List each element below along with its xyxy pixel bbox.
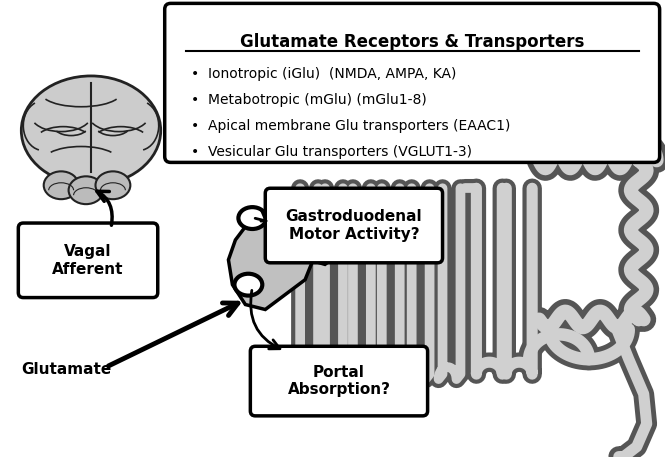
Ellipse shape <box>69 176 103 204</box>
FancyBboxPatch shape <box>265 188 442 263</box>
Ellipse shape <box>238 207 266 229</box>
Ellipse shape <box>95 171 131 199</box>
Text: Portal
Absorption?: Portal Absorption? <box>288 365 390 397</box>
Ellipse shape <box>44 171 79 199</box>
Text: Glutamate: Glutamate <box>21 362 112 376</box>
Text: •  Ionotropic (iGlu)  (NMDA, AMPA, KA): • Ionotropic (iGlu) (NMDA, AMPA, KA) <box>190 67 456 81</box>
Text: Glutamate Receptors & Transporters: Glutamate Receptors & Transporters <box>240 33 584 51</box>
Polygon shape <box>305 225 340 265</box>
Ellipse shape <box>234 274 262 295</box>
Text: Vagal
Afferent: Vagal Afferent <box>52 244 124 277</box>
FancyBboxPatch shape <box>19 223 158 298</box>
Text: •  Metabotropic (mGlu) (mGlu1-8): • Metabotropic (mGlu) (mGlu1-8) <box>190 93 426 107</box>
Ellipse shape <box>21 76 161 185</box>
FancyBboxPatch shape <box>250 346 428 416</box>
FancyBboxPatch shape <box>165 3 659 163</box>
Polygon shape <box>228 205 315 310</box>
Text: •  Apical membrane Glu transporters (EAAC1): • Apical membrane Glu transporters (EAAC… <box>190 119 510 133</box>
Text: •  Vesicular Glu transporters (VGLUT1-3): • Vesicular Glu transporters (VGLUT1-3) <box>190 145 472 158</box>
Text: Gastroduodenal
Motor Activity?: Gastroduodenal Motor Activity? <box>286 209 422 242</box>
